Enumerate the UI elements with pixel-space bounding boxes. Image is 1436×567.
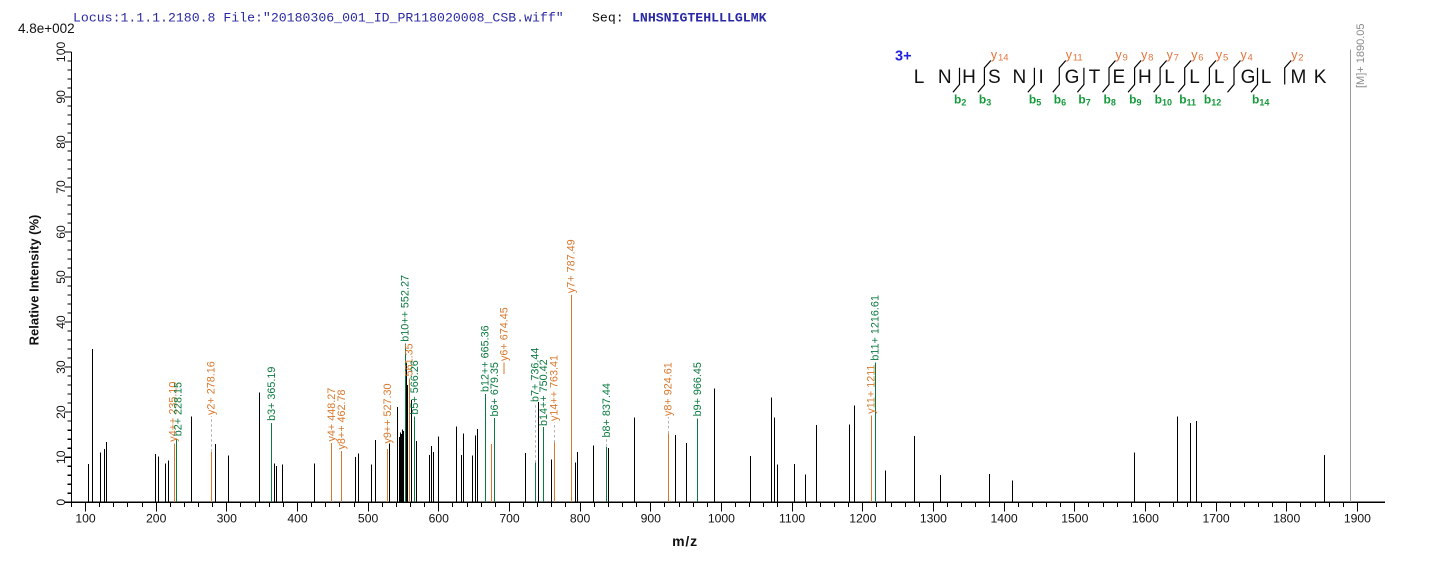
svg-text:N: N (1013, 67, 1027, 88)
svg-text:700: 700 (499, 512, 520, 526)
svg-text:L: L (914, 67, 925, 88)
svg-text:K: K (1314, 67, 1327, 88)
svg-text:1700: 1700 (1203, 512, 1230, 526)
svg-text:80: 80 (54, 135, 68, 149)
svg-text:3+: 3+ (895, 49, 912, 65)
svg-text:b9+ 966.45: b9+ 966.45 (692, 362, 704, 416)
svg-text:0: 0 (54, 499, 68, 506)
svg-text:y8: y8 (1141, 48, 1153, 64)
svg-text:y7: y7 (1167, 48, 1179, 64)
svg-text:b5+ 566.26: b5+ 566.26 (409, 360, 421, 414)
svg-text:600: 600 (429, 512, 450, 526)
svg-text:90: 90 (54, 90, 68, 104)
svg-text:b12++ 665.36: b12++ 665.36 (479, 325, 491, 392)
svg-text:y2: y2 (1291, 48, 1303, 64)
svg-text:1200: 1200 (849, 512, 876, 526)
svg-text:60: 60 (54, 225, 68, 239)
svg-text:b3+ 365.19: b3+ 365.19 (266, 367, 278, 421)
svg-text:LNHSNIGTEHLLLGLMK: LNHSNIGTEHLLLGLMK (632, 11, 767, 26)
svg-text:y4+ 448.27: y4+ 448.27 (326, 388, 338, 442)
svg-text:y5: y5 (1216, 48, 1228, 64)
svg-text:Locus:1.1.1.2180.8 File:"20180: Locus:1.1.1.2180.8 File:"20180306_001_ID… (73, 11, 564, 26)
svg-text:m/z: m/z (672, 533, 698, 549)
svg-text:1600: 1600 (1132, 512, 1159, 526)
svg-text:b2+ 228.15: b2+ 228.15 (173, 382, 185, 436)
svg-text:500: 500 (358, 512, 379, 526)
svg-text:G: G (1065, 67, 1080, 88)
svg-text:900: 900 (641, 512, 662, 526)
svg-text:4.8e+002: 4.8e+002 (18, 21, 75, 36)
svg-text:L: L (1189, 67, 1200, 88)
svg-text:10: 10 (54, 450, 68, 464)
svg-text:70: 70 (54, 180, 68, 194)
svg-text:Seq:: Seq: (592, 11, 624, 26)
svg-text:y8+ 924.61: y8+ 924.61 (663, 362, 675, 416)
svg-text:Relative Intensity (%): Relative Intensity (%) (27, 215, 42, 346)
svg-text:y11: y11 (1066, 48, 1083, 64)
svg-text:H: H (962, 67, 976, 88)
svg-text:b14++ 750.42: b14++ 750.42 (538, 359, 550, 426)
svg-text:L: L (1164, 67, 1175, 88)
svg-text:y2+ 278.16: y2+ 278.16 (206, 361, 218, 415)
svg-text:b7+ 736.44: b7+ 736.44 (530, 348, 542, 402)
svg-text:y14: y14 (991, 48, 1009, 64)
svg-text:1800: 1800 (1273, 512, 1300, 526)
svg-text:1400: 1400 (991, 512, 1018, 526)
svg-text:T: T (1089, 67, 1101, 88)
svg-text:G: G (1241, 67, 1256, 88)
svg-text:L: L (1214, 67, 1225, 88)
svg-text:I: I (1038, 67, 1043, 88)
svg-text:y4: y4 (1241, 48, 1253, 64)
svg-text:1500: 1500 (1061, 512, 1088, 526)
svg-text:y14++ 763.41: y14++ 763.41 (549, 355, 561, 421)
svg-text:50: 50 (54, 270, 68, 284)
svg-text:300: 300 (217, 512, 238, 526)
svg-text:M: M (1290, 67, 1306, 88)
svg-text:1000: 1000 (708, 512, 735, 526)
svg-text:y6: y6 (1191, 48, 1203, 64)
svg-text:E: E (1112, 67, 1125, 88)
svg-text:b10++ 552.27: b10++ 552.27 (399, 275, 411, 342)
svg-text:1900: 1900 (1344, 512, 1371, 526)
svg-text:1300: 1300 (920, 512, 947, 526)
svg-text:40: 40 (54, 315, 68, 329)
svg-text:S: S (988, 67, 1001, 88)
svg-text:30: 30 (54, 360, 68, 374)
svg-text:y6+ 674.45: y6+ 674.45 (498, 307, 510, 361)
svg-text:b11+ 1216.61: b11+ 1216.61 (869, 295, 881, 361)
svg-text:y8++ 462.78: y8++ 462.78 (336, 389, 348, 449)
svg-text:H: H (1138, 67, 1152, 88)
svg-text:y7+ 787.49: y7+ 787.49 (566, 239, 578, 293)
svg-text:1100: 1100 (779, 512, 805, 526)
svg-text:y11+ 1211: y11+ 1211 (866, 365, 878, 414)
svg-text:100: 100 (54, 42, 68, 63)
svg-text:b8+ 837.44: b8+ 837.44 (601, 383, 613, 437)
svg-text:[M]+ 1890.05: [M]+ 1890.05 (1355, 23, 1367, 88)
svg-text:561.35: 561.35 (404, 343, 416, 376)
svg-text:y9: y9 (1116, 48, 1128, 64)
svg-text:N: N (938, 67, 952, 88)
svg-text:y9++ 527.30: y9++ 527.30 (382, 383, 394, 443)
svg-text:y4++ 235.10: y4++ 235.10 (168, 382, 180, 442)
svg-text:800: 800 (570, 512, 591, 526)
svg-text:400: 400 (287, 512, 308, 526)
svg-text:L: L (1261, 67, 1272, 88)
svg-text:20: 20 (54, 405, 68, 419)
svg-text:b6+ 679.35: b6+ 679.35 (489, 362, 501, 416)
svg-text:100: 100 (75, 512, 96, 526)
svg-text:200: 200 (146, 512, 167, 526)
